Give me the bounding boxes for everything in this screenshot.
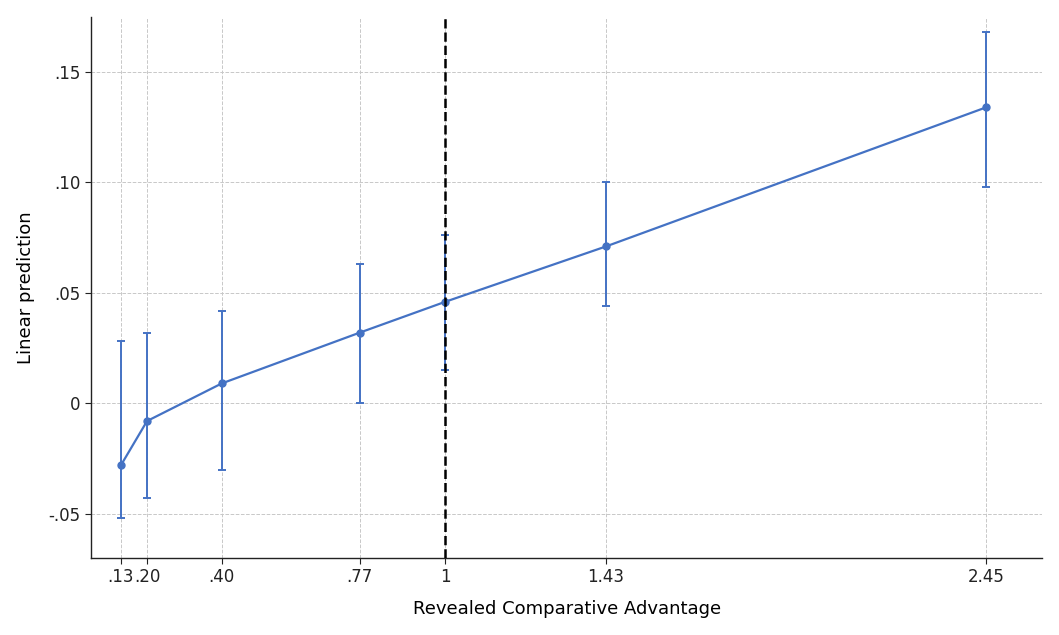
Y-axis label: Linear prediction: Linear prediction bbox=[17, 211, 35, 364]
X-axis label: Revealed Comparative Advantage: Revealed Comparative Advantage bbox=[413, 600, 721, 618]
